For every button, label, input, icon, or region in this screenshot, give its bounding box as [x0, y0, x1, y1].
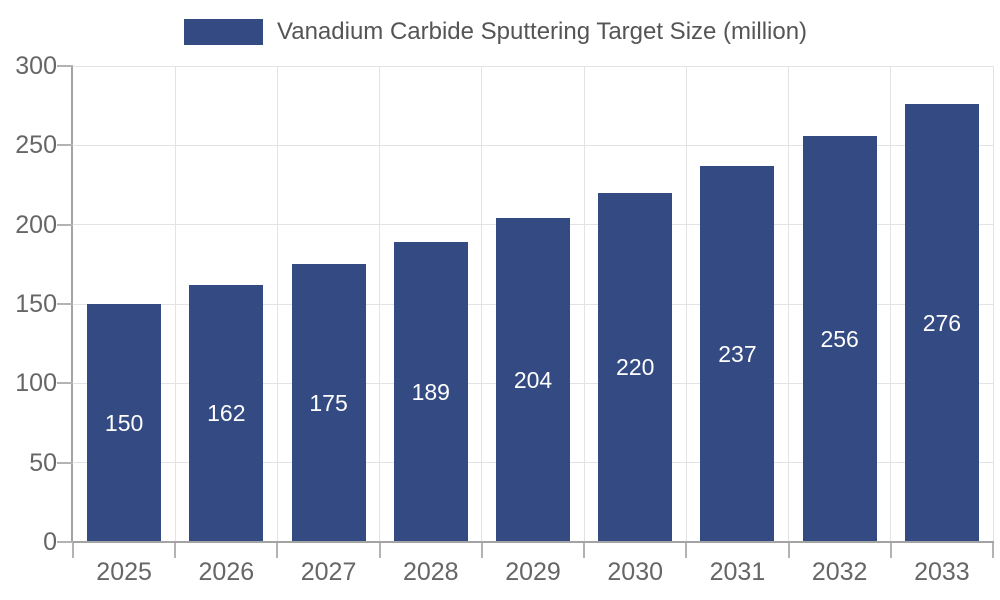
- y-axis-tick-label: 300: [15, 52, 57, 80]
- bar-value-label: 276: [922, 310, 962, 337]
- x-axis-tick: [378, 543, 381, 558]
- x-axis-tick-label: 2027: [300, 558, 357, 586]
- x-axis-tick: [72, 543, 74, 558]
- bar-value-label: 237: [718, 340, 757, 367]
- bar-2027[interactable]: 175: [291, 264, 366, 542]
- bar-2028[interactable]: 189: [393, 242, 468, 542]
- x-axis-tick: [276, 543, 279, 558]
- bar-value-label: 175: [309, 390, 348, 417]
- bar-value-label: 204: [513, 367, 553, 394]
- bar-value-label: 150: [104, 410, 144, 436]
- x-axis-line: [72, 541, 994, 543]
- gridline-horizontal: [73, 65, 993, 67]
- gridline-vertical: [276, 66, 278, 542]
- gridline-vertical: [992, 66, 994, 542]
- bar-value-label: 256: [820, 325, 859, 352]
- y-axis-tick: [57, 144, 73, 147]
- x-axis-tick: [583, 543, 586, 558]
- x-axis-tick: [992, 543, 994, 558]
- gridline-vertical: [583, 66, 585, 542]
- bar-2031[interactable]: 237: [700, 165, 775, 542]
- bar-value-label: 162: [207, 400, 246, 427]
- bar-2026[interactable]: 162: [189, 284, 264, 542]
- plot-area: 150 162 175 189 204 220 237 256 276: [73, 65, 994, 542]
- x-axis-tick: [685, 543, 688, 558]
- bar-2025[interactable]: 150: [87, 304, 162, 542]
- bar-value-label: 220: [616, 354, 655, 381]
- y-axis-tick-label: 50: [29, 448, 57, 477]
- gridline-vertical: [890, 66, 892, 542]
- y-axis-tick-label: 0: [43, 528, 57, 556]
- bar-2032[interactable]: 256: [802, 135, 877, 542]
- x-axis-tick: [174, 543, 177, 558]
- gridline-horizontal: [73, 144, 993, 146]
- gridline-vertical: [174, 66, 176, 542]
- y-axis-tick-label: 250: [15, 131, 57, 160]
- y-axis-tick: [57, 461, 73, 464]
- x-axis-tick-label: 2026: [198, 558, 255, 586]
- y-axis-tick: [57, 65, 73, 67]
- y-axis-tick-label: 200: [15, 210, 57, 239]
- bar-2033[interactable]: 276: [904, 104, 979, 542]
- x-axis-tick: [480, 543, 483, 558]
- gridline-vertical: [379, 66, 381, 542]
- x-axis-tick-label: 2031: [709, 558, 766, 586]
- gridline-vertical: [481, 66, 483, 542]
- bar-2030[interactable]: 220: [598, 192, 673, 542]
- x-axis-tick-label: 2028: [402, 558, 459, 586]
- y-axis-tick: [57, 303, 73, 305]
- x-axis-tick-label: 2030: [607, 558, 664, 586]
- y-axis-tick: [57, 382, 73, 385]
- bar-2029[interactable]: 204: [496, 218, 570, 542]
- y-axis-tick: [57, 541, 73, 543]
- x-axis-tick-label: 2029: [505, 558, 561, 586]
- gridline-vertical: [788, 66, 790, 542]
- y-axis-tick-label: 150: [15, 290, 57, 318]
- legend-label: Vanadium Carbide Sputtering Target Size …: [277, 18, 808, 45]
- y-axis-tick-label: 100: [15, 369, 57, 398]
- x-axis-tick-label: 2033: [914, 558, 970, 586]
- gridline-vertical: [685, 66, 687, 542]
- y-axis-tick: [57, 223, 73, 226]
- x-axis-tick-label: 2025: [96, 558, 152, 586]
- legend-swatch: [184, 19, 263, 45]
- x-axis-tick-label: 2032: [811, 558, 868, 586]
- x-axis-tick: [787, 543, 790, 558]
- legend-item[interactable]: Vanadium Carbide Sputtering Target Size …: [184, 17, 807, 47]
- bar-value-label: 189: [411, 379, 450, 406]
- x-axis-tick: [889, 543, 892, 558]
